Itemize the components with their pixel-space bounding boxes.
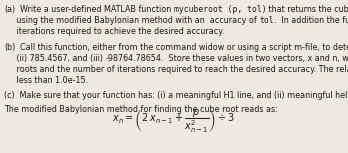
Text: tol: tol: [259, 16, 274, 25]
Text: (ii) 785.4567, and (iii): (ii) 785.4567, and (iii): [4, 54, 105, 63]
Text: mycuberoot (p, tol): mycuberoot (p, tol): [174, 5, 267, 14]
Text: less than 1.0e-15.: less than 1.0e-15.: [4, 76, 88, 85]
Text: Write a user-defined MATLAB function: Write a user-defined MATLAB function: [15, 5, 174, 14]
Text: (a): (a): [4, 5, 15, 14]
Text: .  In addition the function returns the number of: . In addition the function returns the n…: [274, 16, 348, 25]
Text: $x_n = \left( 2\,x_{n-1} + \dfrac{p}{x_{n-1}^2} \right) \div 3$: $x_n = \left( 2\,x_{n-1} + \dfrac{p}{x_{…: [112, 107, 236, 135]
Text: roots and the number of iterations required to reach the desired accuracy. The r: roots and the number of iterations requi…: [4, 65, 348, 74]
Text: The modified Babylonian method for finding the cube root reads as:: The modified Babylonian method for findi…: [4, 105, 278, 114]
Text: iterations required to achieve the desired accuracy.: iterations required to achieve the desir…: [4, 27, 224, 36]
Text: that returns the cube root of a real number: that returns the cube root of a real num…: [267, 5, 348, 14]
Text: .  Store these values in two vectors, x and n, where x and n stores the cube: . Store these values in two vectors, x a…: [161, 54, 348, 63]
Text: (c)  Make sure that your function has: (i) a meaningful H1 line, and (ii) meanin: (c) Make sure that your function has: (i…: [4, 91, 348, 100]
Text: using the modified Babylonian method with an  accuracy of: using the modified Babylonian method wit…: [4, 16, 259, 25]
Text: Call this function, either from the command widow or using a script m-file, to d: Call this function, either from the comm…: [15, 43, 348, 52]
Text: -98764.78654: -98764.78654: [105, 54, 161, 63]
Text: (b): (b): [4, 43, 15, 52]
